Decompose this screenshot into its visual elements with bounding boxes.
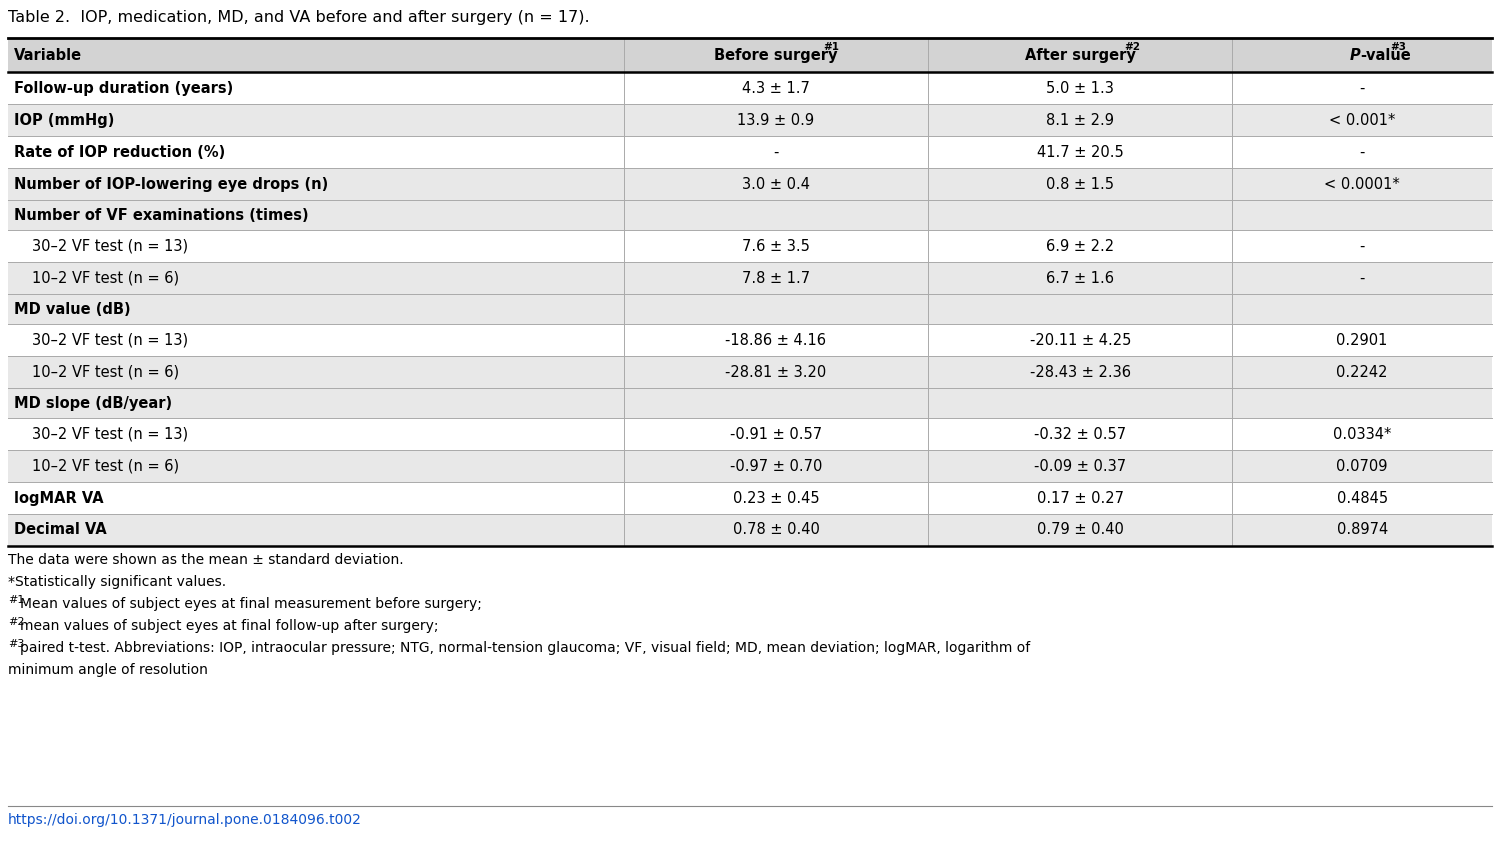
Bar	[8, 168, 1492, 200]
Text: After surgery: After surgery	[1024, 48, 1136, 63]
Text: 10–2 VF test (n = 6): 10–2 VF test (n = 6)	[32, 270, 178, 286]
Text: MD slope (dB/year): MD slope (dB/year)	[13, 395, 173, 411]
Text: 4.3 ± 1.7: 4.3 ± 1.7	[742, 81, 810, 95]
Bar	[8, 324, 1492, 356]
Text: Mean values of subject eyes at final measurement before surgery;: Mean values of subject eyes at final mea…	[20, 597, 482, 611]
Text: -: -	[1359, 81, 1365, 95]
Bar	[8, 418, 1492, 450]
Text: -: -	[1359, 144, 1365, 160]
Text: 0.23 ± 0.45: 0.23 ± 0.45	[732, 490, 819, 506]
Text: 6.9 ± 2.2: 6.9 ± 2.2	[1046, 239, 1114, 253]
Bar	[8, 450, 1492, 482]
Text: -20.11 ± 4.25: -20.11 ± 4.25	[1029, 332, 1131, 348]
Text: #2: #2	[8, 617, 24, 627]
Text: 0.2242: 0.2242	[1336, 365, 1388, 379]
Text: Rate of IOP reduction (%): Rate of IOP reduction (%)	[13, 144, 225, 160]
Bar	[8, 514, 1492, 546]
Text: paired t-test. Abbreviations: IOP, intraocular pressure; NTG, normal-tension gla: paired t-test. Abbreviations: IOP, intra…	[20, 641, 1030, 655]
Text: 0.8 ± 1.5: 0.8 ± 1.5	[1046, 177, 1114, 191]
Text: 0.8974: 0.8974	[1336, 523, 1388, 537]
Bar	[8, 482, 1492, 514]
Text: Number of IOP-lowering eye drops (n): Number of IOP-lowering eye drops (n)	[13, 177, 328, 191]
Text: Before surgery: Before surgery	[714, 48, 837, 63]
Text: 8.1 ± 2.9: 8.1 ± 2.9	[1046, 112, 1114, 128]
Text: 10–2 VF test (n = 6): 10–2 VF test (n = 6)	[32, 365, 178, 379]
Text: P: P	[1350, 48, 1360, 63]
Text: 30–2 VF test (n = 13): 30–2 VF test (n = 13)	[32, 239, 188, 253]
Text: 30–2 VF test (n = 13): 30–2 VF test (n = 13)	[32, 427, 188, 441]
Text: 7.6 ± 3.5: 7.6 ± 3.5	[742, 239, 810, 253]
Text: mean values of subject eyes at final follow-up after surgery;: mean values of subject eyes at final fol…	[20, 619, 438, 633]
Text: -0.97 ± 0.70: -0.97 ± 0.70	[730, 458, 822, 473]
Text: 30–2 VF test (n = 13): 30–2 VF test (n = 13)	[32, 332, 188, 348]
Text: 41.7 ± 20.5: 41.7 ± 20.5	[1036, 144, 1124, 160]
Text: *Statistically significant values.: *Statistically significant values.	[8, 575, 226, 589]
Bar	[8, 294, 1492, 324]
Text: #2: #2	[1124, 42, 1140, 52]
Text: #1: #1	[824, 42, 839, 52]
Bar	[8, 388, 1492, 418]
Text: 3.0 ± 0.4: 3.0 ± 0.4	[742, 177, 810, 191]
Bar	[8, 356, 1492, 388]
Text: 7.8 ± 1.7: 7.8 ± 1.7	[742, 270, 810, 286]
Text: -: -	[1359, 239, 1365, 253]
Text: 5.0 ± 1.3: 5.0 ± 1.3	[1047, 81, 1114, 95]
Bar	[8, 230, 1492, 262]
Text: 0.0709: 0.0709	[1336, 458, 1388, 473]
Text: logMAR VA: logMAR VA	[13, 490, 104, 506]
Text: -0.32 ± 0.57: -0.32 ± 0.57	[1034, 427, 1126, 441]
Text: Table 2.  IOP, medication, MD, and VA before and after surgery (n = 17).: Table 2. IOP, medication, MD, and VA bef…	[8, 10, 590, 25]
Text: -28.43 ± 2.36: -28.43 ± 2.36	[1029, 365, 1131, 379]
Text: -: -	[1359, 270, 1365, 286]
Text: -: -	[774, 144, 778, 160]
Text: #1: #1	[8, 595, 24, 605]
Text: < 0.001*: < 0.001*	[1329, 112, 1395, 128]
Text: MD value (dB): MD value (dB)	[13, 302, 130, 316]
Text: https://doi.org/10.1371/journal.pone.0184096.t002: https://doi.org/10.1371/journal.pone.018…	[8, 813, 362, 827]
Text: 0.79 ± 0.40: 0.79 ± 0.40	[1036, 523, 1124, 537]
Text: 13.9 ± 0.9: 13.9 ± 0.9	[738, 112, 815, 128]
Bar	[8, 104, 1492, 136]
Text: #3: #3	[1390, 42, 1406, 52]
Text: 0.0334*: 0.0334*	[1334, 427, 1392, 441]
Bar	[8, 200, 1492, 230]
Text: 0.78 ± 0.40: 0.78 ± 0.40	[732, 523, 819, 537]
Text: Decimal VA: Decimal VA	[13, 523, 106, 537]
Text: 0.2901: 0.2901	[1336, 332, 1388, 348]
Text: Number of VF examinations (times): Number of VF examinations (times)	[13, 207, 309, 223]
Text: 10–2 VF test (n = 6): 10–2 VF test (n = 6)	[32, 458, 178, 473]
Text: 6.7 ± 1.6: 6.7 ± 1.6	[1046, 270, 1114, 286]
Text: 0.17 ± 0.27: 0.17 ± 0.27	[1036, 490, 1124, 506]
Text: Follow-up duration (years): Follow-up duration (years)	[13, 81, 234, 95]
Text: #3: #3	[8, 639, 24, 649]
Bar	[8, 38, 1492, 72]
Text: -0.09 ± 0.37: -0.09 ± 0.37	[1034, 458, 1126, 473]
Text: -18.86 ± 4.16: -18.86 ± 4.16	[726, 332, 827, 348]
Bar	[8, 136, 1492, 168]
Bar	[8, 72, 1492, 104]
Text: -value: -value	[1360, 48, 1411, 63]
Text: < 0.0001*: < 0.0001*	[1324, 177, 1400, 191]
Text: -28.81 ± 3.20: -28.81 ± 3.20	[726, 365, 827, 379]
Text: minimum angle of resolution: minimum angle of resolution	[8, 663, 208, 677]
Text: The data were shown as the mean ± standard deviation.: The data were shown as the mean ± standa…	[8, 553, 404, 567]
Bar	[8, 262, 1492, 294]
Text: IOP (mmHg): IOP (mmHg)	[13, 112, 114, 128]
Text: 0.4845: 0.4845	[1336, 490, 1388, 506]
Text: -0.91 ± 0.57: -0.91 ± 0.57	[730, 427, 822, 441]
Text: Variable: Variable	[13, 48, 82, 63]
